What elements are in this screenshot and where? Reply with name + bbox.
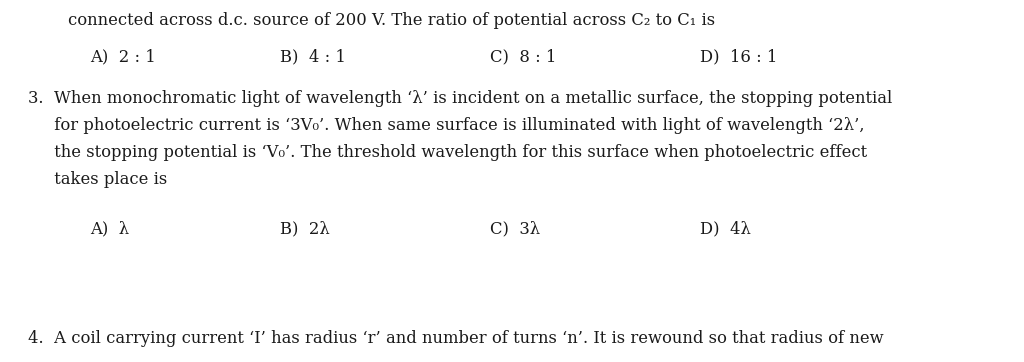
- Text: the stopping potential is ‘V₀’. The threshold wavelength for this surface when p: the stopping potential is ‘V₀’. The thre…: [28, 144, 867, 161]
- Text: A)  2 : 1: A) 2 : 1: [90, 48, 156, 65]
- Text: A)  λ: A) λ: [90, 220, 129, 237]
- Text: B)  4 : 1: B) 4 : 1: [280, 48, 346, 65]
- Text: 4.  A coil carrying current ‘I’ has radius ‘r’ and number of turns ‘n’. It is re: 4. A coil carrying current ‘I’ has radiu…: [28, 330, 884, 347]
- Text: C)  8 : 1: C) 8 : 1: [490, 48, 556, 65]
- Text: takes place is: takes place is: [28, 171, 167, 188]
- Text: D)  4λ: D) 4λ: [700, 220, 751, 237]
- Text: for photoelectric current is ‘3V₀’. When same surface is illuminated with light : for photoelectric current is ‘3V₀’. When…: [28, 117, 864, 134]
- Text: B)  2λ: B) 2λ: [280, 220, 330, 237]
- Text: 3.  When monochromatic light of wavelength ‘λ’ is incident on a metallic surface: 3. When monochromatic light of wavelengt…: [28, 90, 892, 107]
- Text: D)  16 : 1: D) 16 : 1: [700, 48, 777, 65]
- Text: connected across d.c. source of 200 V. The ratio of potential across C₂ to C₁ is: connected across d.c. source of 200 V. T…: [68, 12, 715, 29]
- Text: C)  3λ: C) 3λ: [490, 220, 540, 237]
